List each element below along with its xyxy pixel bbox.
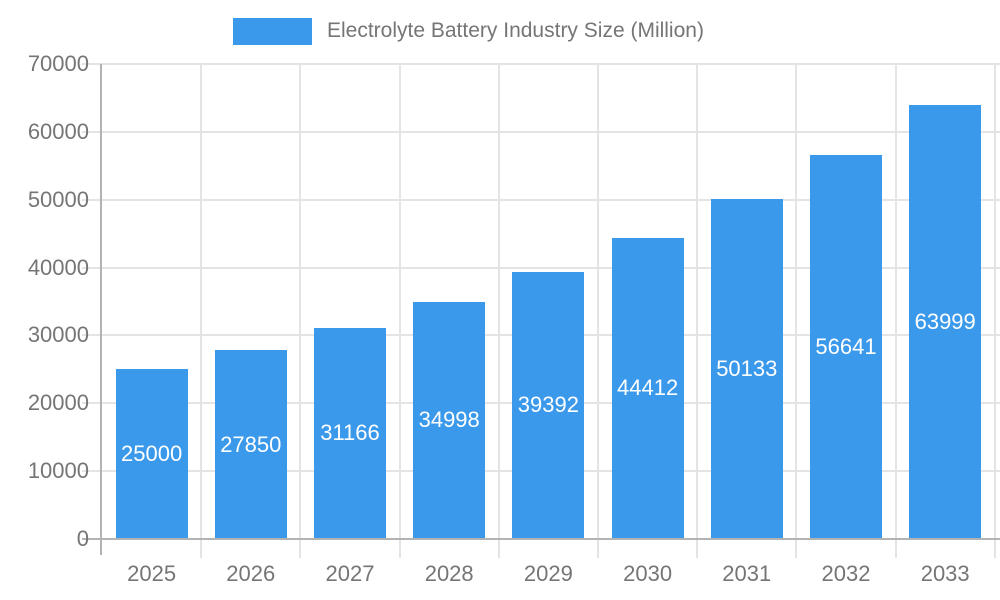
y-axis-tick-label: 40000 — [27, 254, 89, 280]
gridline-vertical — [398, 64, 401, 558]
gridline-vertical — [299, 64, 302, 558]
bar[interactable] — [512, 271, 585, 539]
x-axis-tick-label: 2031 — [722, 561, 772, 586]
gridline-vertical — [497, 64, 500, 558]
gridline-horizontal — [82, 198, 1000, 201]
x-axis-tick-label: 2028 — [424, 561, 474, 586]
bar[interactable] — [314, 327, 386, 539]
gridline-vertical — [597, 64, 599, 558]
bar[interactable] — [810, 154, 882, 539]
bar-value-label: 63999 — [914, 308, 976, 334]
y-axis-tick-label: 20000 — [27, 390, 89, 416]
bar-value-label: 27850 — [220, 431, 282, 457]
bar[interactable] — [909, 104, 982, 539]
x-axis-tick-label: 2026 — [226, 561, 276, 586]
bar[interactable] — [611, 237, 684, 539]
bar[interactable] — [710, 198, 783, 539]
y-axis-line — [100, 64, 102, 555]
gridline-vertical — [894, 64, 897, 558]
gridline-vertical — [696, 64, 699, 558]
bar-value-label: 34998 — [418, 407, 480, 433]
bar-value-label: 44412 — [617, 375, 679, 401]
bar-value-label: 50133 — [716, 355, 778, 381]
x-axis-tick-label: 2025 — [127, 561, 177, 586]
legend-swatch — [233, 17, 312, 45]
x-axis-tick-label: 2033 — [920, 561, 970, 586]
gridline-horizontal — [82, 130, 1000, 133]
x-axis-tick-label: 2027 — [325, 561, 375, 586]
bar-value-label: 31166 — [320, 420, 380, 446]
gridline-vertical — [795, 64, 798, 558]
bar-value-label: 56641 — [815, 333, 877, 359]
gridline-vertical — [993, 64, 996, 558]
legend-label: Electrolyte Battery Industry Size (Milli… — [327, 19, 704, 42]
y-axis-tick-label: 60000 — [27, 118, 89, 144]
y-axis-tick-label: 0 — [76, 526, 89, 551]
y-axis-tick-label: 10000 — [27, 458, 89, 484]
bar[interactable] — [413, 301, 486, 539]
bar[interactable] — [115, 369, 188, 539]
y-axis-tick-label: 30000 — [27, 322, 89, 348]
gridline-vertical — [200, 64, 203, 558]
y-axis-tick-label: 70000 — [27, 51, 89, 76]
x-axis-tick-label: 2030 — [623, 561, 673, 586]
x-axis-tick-label: 2029 — [523, 561, 573, 586]
x-axis-baseline — [82, 538, 1000, 540]
x-axis-tick-label: 2032 — [821, 561, 871, 586]
gridline-horizontal — [82, 266, 1000, 269]
gridline-horizontal — [82, 63, 1000, 65]
y-axis-tick-label: 50000 — [27, 186, 89, 212]
bar[interactable] — [214, 350, 287, 539]
bar-value-label: 25000 — [121, 441, 183, 467]
legend[interactable]: Electrolyte Battery Industry Size (Milli… — [233, 17, 704, 45]
bar-value-label: 39392 — [517, 392, 579, 418]
